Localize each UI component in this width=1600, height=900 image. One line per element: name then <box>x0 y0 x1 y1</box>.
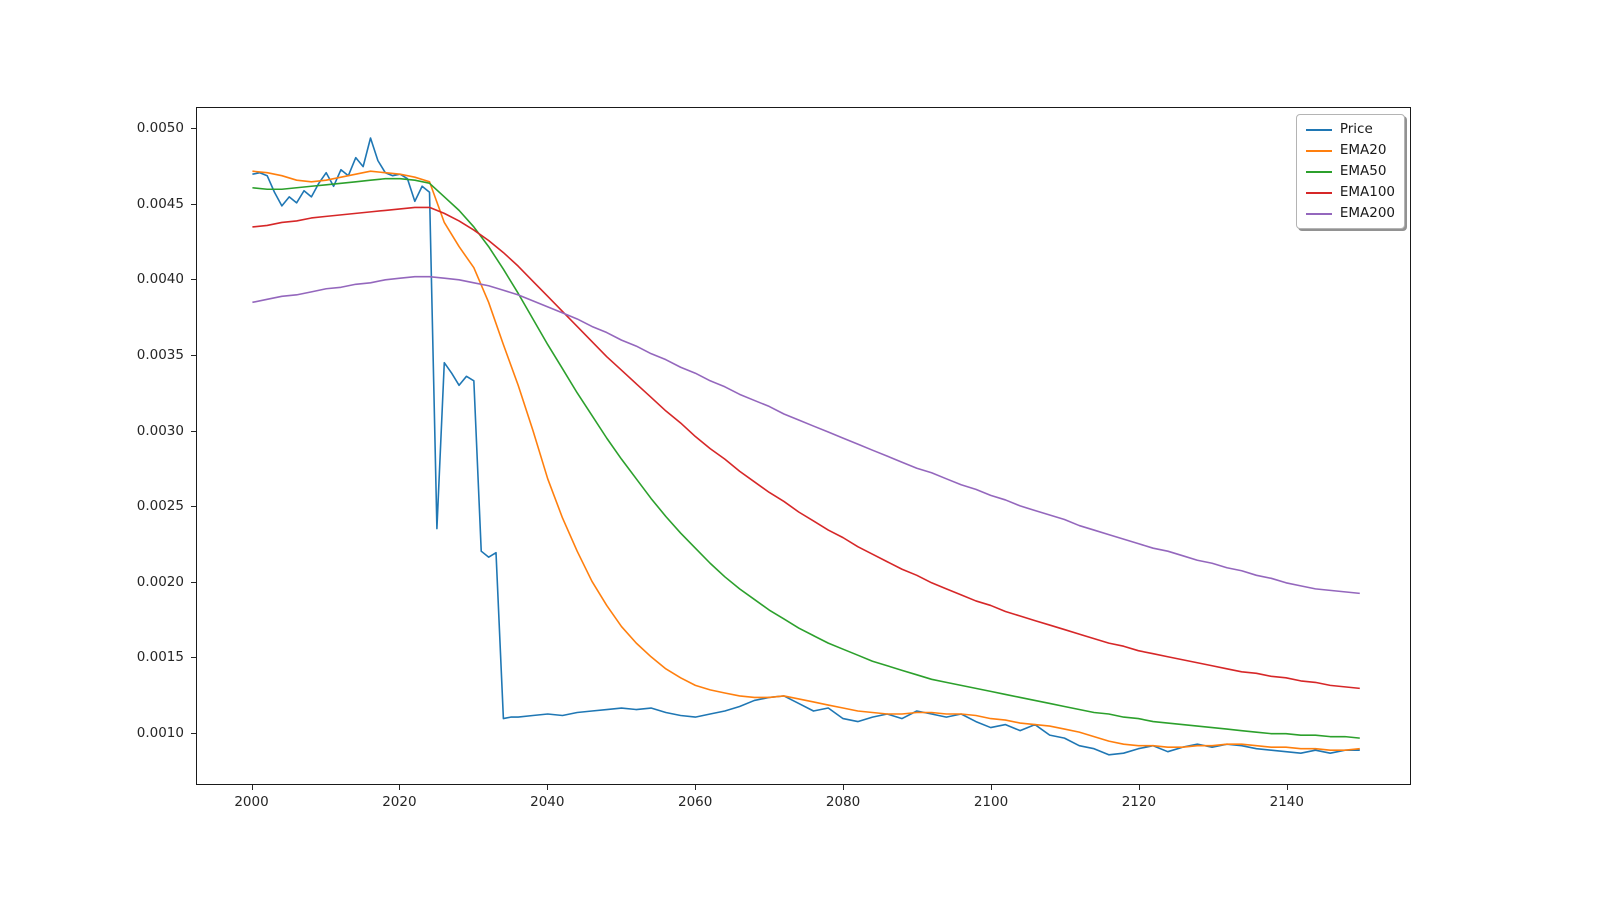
x-tick-label: 2140 <box>1269 794 1304 810</box>
x-tick-mark <box>695 785 697 790</box>
y-tick-label: 0.0020 <box>136 573 184 590</box>
legend-label-ema200: EMA200 <box>1339 205 1395 221</box>
y-tick-mark <box>191 128 196 129</box>
series-line-ema100 <box>252 206 1360 690</box>
legend-item-ema50: EMA50 <box>1305 162 1395 181</box>
x-tick-mark <box>399 785 401 790</box>
y-tick-label: 0.0045 <box>136 195 184 212</box>
series-line-ema200 <box>252 275 1360 595</box>
plot-svg <box>252 137 1360 756</box>
x-tick-mark <box>1138 785 1140 790</box>
legend-item-price: Price <box>1305 120 1395 139</box>
y-tick-mark <box>191 279 196 281</box>
y-tick-label: 0.0015 <box>136 649 184 666</box>
y-tick-label: 0.0035 <box>136 346 184 363</box>
legend-item-ema20: EMA20 <box>1305 141 1395 160</box>
x-tick-label: 2060 <box>678 794 713 810</box>
x-tick-label: 2120 <box>1121 794 1157 810</box>
x-tick-mark <box>251 785 253 790</box>
x-tick-mark <box>843 785 845 790</box>
y-tick-mark <box>191 506 196 508</box>
x-tick-mark <box>1286 785 1288 790</box>
legend-item-ema200: EMA200 <box>1305 204 1395 223</box>
x-tick-mark <box>547 785 549 790</box>
series-line-ema50 <box>252 177 1360 739</box>
y-tick-mark <box>191 203 196 205</box>
y-tick-mark <box>191 733 196 734</box>
y-axis-ticks: 0.0010 0.0015 0.0020 0.0025 0.0030 0.0035 0.00… <box>0 107 196 785</box>
legend-label-ema100: EMA100 <box>1339 184 1395 200</box>
series-line-ema20 <box>252 170 1360 751</box>
x-tick-label: 2040 <box>530 794 565 810</box>
legend-item-ema100: EMA100 <box>1305 183 1395 202</box>
y-tick-label: 0.0040 <box>136 271 184 288</box>
y-tick-mark <box>191 581 196 583</box>
plot-area: Price EMA20 EMA50 EMA100 EMA200 <box>196 107 1411 785</box>
legend-label-price: Price <box>1339 121 1373 137</box>
legend-label-ema50: EMA50 <box>1339 163 1387 179</box>
x-tick-mark <box>991 785 992 790</box>
legend-label-ema20: EMA20 <box>1339 142 1387 158</box>
x-tick-label: 2100 <box>973 794 1009 810</box>
y-tick-label: 0.0030 <box>136 422 184 439</box>
x-axis-ticks: 2000 2020 2040 2060 2080 2100 2120 2140 <box>196 785 1411 815</box>
x-tick-label: 2020 <box>382 794 417 810</box>
y-tick-label: 0.0010 <box>136 725 184 741</box>
y-tick-mark <box>191 657 196 659</box>
legend-line-sample-ema50 <box>1305 170 1332 173</box>
legend-line-sample-ema20 <box>1305 149 1332 152</box>
series-line-price <box>252 137 1360 756</box>
y-tick-mark <box>191 354 196 356</box>
x-tick-label: 2080 <box>825 794 861 810</box>
legend: Price EMA20 EMA50 EMA100 EMA200 <box>1295 114 1405 229</box>
x-tick-label: 2000 <box>234 794 269 810</box>
y-tick-label: 0.0050 <box>136 120 184 136</box>
legend-line-sample-price <box>1305 128 1332 131</box>
y-tick-mark <box>191 430 196 432</box>
legend-line-sample-ema200 <box>1305 212 1332 215</box>
y-tick-label: 0.0025 <box>136 498 184 515</box>
legend-line-sample-ema100 <box>1305 191 1332 194</box>
